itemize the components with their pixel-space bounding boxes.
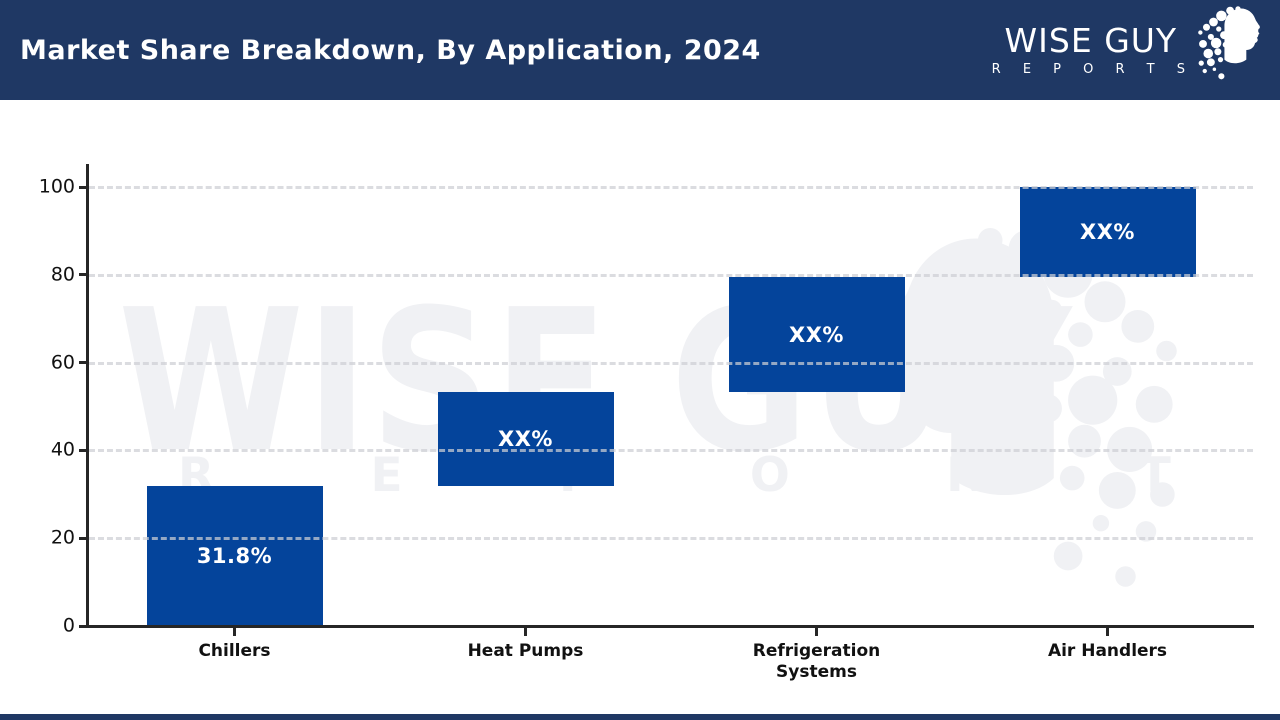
y-axis-line bbox=[86, 164, 89, 628]
gridline-40 bbox=[89, 449, 1253, 453]
gridline-100 bbox=[89, 186, 1253, 189]
y-tick-mark bbox=[79, 536, 87, 540]
x-category-label: Chillers bbox=[198, 641, 271, 661]
bar-value-label: XX% bbox=[789, 322, 844, 347]
page-title: Market Share Breakdown, By Application, … bbox=[20, 34, 761, 66]
y-tick-mark bbox=[79, 361, 87, 365]
x-category-label: Air Handlers bbox=[1047, 641, 1168, 661]
bar-value-label: XX% bbox=[1080, 219, 1135, 244]
wise-guy-reports-logo: WISE GUY R E P O R T S bbox=[988, 6, 1266, 94]
footer-bar bbox=[0, 714, 1280, 720]
y-tick-label: 0 bbox=[62, 614, 75, 637]
gridline-80 bbox=[89, 273, 1253, 277]
bar-heat-pumps: XX% bbox=[437, 392, 614, 487]
x-category-label: Heat Pumps bbox=[467, 641, 584, 661]
bar-air-handlers: XX% bbox=[1019, 187, 1196, 277]
x-category-label: Refrigeration Systems bbox=[752, 641, 881, 682]
y-tick-label: 40 bbox=[50, 438, 75, 461]
logo-text: WISE GUY R E P O R T S bbox=[988, 24, 1194, 76]
logo-reports-label: R E P O R T S bbox=[991, 62, 1194, 77]
header-bar: Market Share Breakdown, By Application, … bbox=[0, 0, 1280, 100]
gridline-20 bbox=[89, 537, 1253, 541]
x-tick-mark bbox=[815, 628, 818, 636]
y-tick-mark bbox=[79, 624, 87, 628]
x-tick-mark bbox=[1106, 628, 1109, 636]
y-tick-mark bbox=[79, 273, 87, 277]
bar-value-label: XX% bbox=[498, 427, 553, 452]
y-tick-label: 60 bbox=[50, 351, 75, 374]
gridline-60 bbox=[89, 361, 1253, 365]
logo-wiseguy-label: WISE GUY bbox=[1004, 21, 1178, 60]
y-tick-mark bbox=[79, 448, 87, 452]
x-axis-line bbox=[86, 625, 1254, 628]
bar-chillers: 31.8% bbox=[146, 486, 323, 626]
y-tick-mark bbox=[79, 185, 87, 189]
y-tick-label: 80 bbox=[50, 263, 75, 286]
y-tick-label: 100 bbox=[38, 175, 75, 198]
logo-face-icon bbox=[1198, 6, 1260, 80]
x-tick-mark bbox=[524, 628, 527, 636]
bar-refrigeration-systems: XX% bbox=[728, 276, 905, 393]
bar-value-label: 31.8% bbox=[196, 544, 273, 569]
x-tick-mark bbox=[233, 628, 236, 636]
y-tick-label: 20 bbox=[50, 526, 75, 549]
